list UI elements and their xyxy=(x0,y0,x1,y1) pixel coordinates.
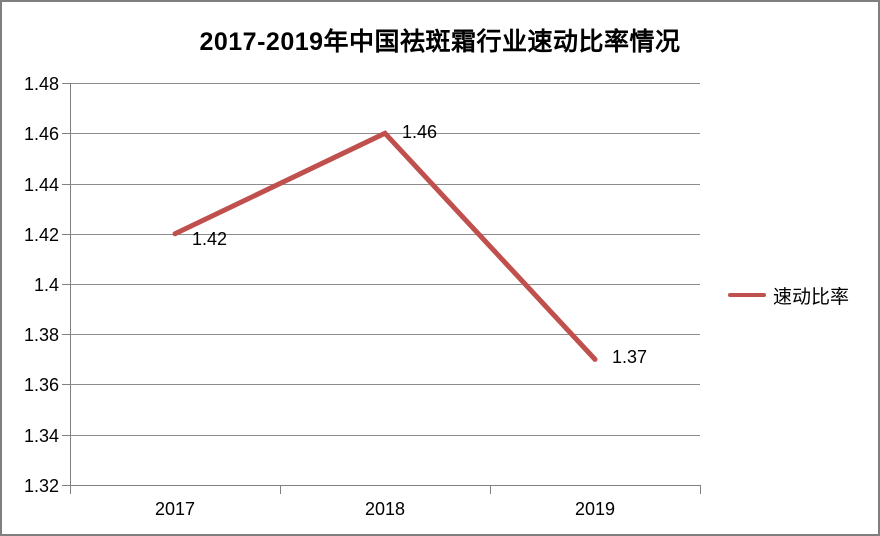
chart-title: 2017-2019年中国祛斑霜行业速动比率情况 xyxy=(199,28,681,56)
y-tick-label: 1.34 xyxy=(23,425,59,446)
data-label: 1.46 xyxy=(402,122,438,143)
x-tick-label: 2018 xyxy=(364,499,406,519)
data-label: 1.37 xyxy=(612,347,648,368)
data-label: 1.42 xyxy=(192,228,228,249)
y-tick-label: 1.4 xyxy=(33,274,59,295)
legend: 速动比率 xyxy=(728,283,850,308)
y-tick-label: 1.48 xyxy=(23,73,59,94)
y-tick-label: 1.38 xyxy=(23,324,59,345)
legend-line-swatch xyxy=(728,293,766,297)
y-tick-label: 1.32 xyxy=(23,475,59,496)
y-tick-label: 1.44 xyxy=(23,174,59,195)
y-tick-label: 1.36 xyxy=(23,374,59,395)
y-tick-label: 1.42 xyxy=(23,224,59,245)
x-tick-label: 2019 xyxy=(574,499,616,519)
legend-label: 速动比率 xyxy=(773,286,850,308)
x-tick-label: 2017 xyxy=(154,499,196,519)
series-line xyxy=(172,130,598,362)
y-tick-label: 1.46 xyxy=(23,123,59,144)
